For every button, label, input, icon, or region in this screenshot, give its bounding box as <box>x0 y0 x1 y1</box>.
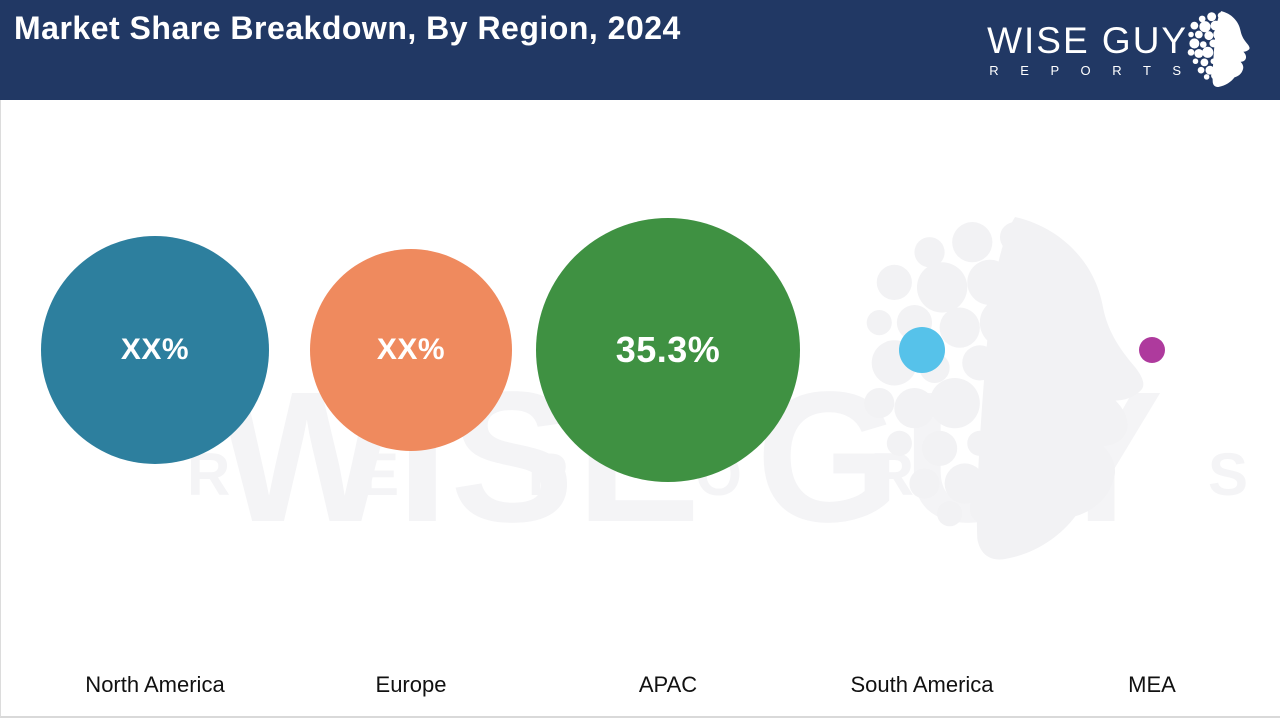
bubble-value-label: 35.3% <box>615 329 721 370</box>
brand-name: WISE GUY <box>987 20 1189 61</box>
category-label-mea: MEA <box>1128 672 1176 697</box>
bubble-value-label: XX% <box>120 333 190 366</box>
bubble-chart: WISE GUY R E P O R T S XX% XX% 35.3% Nor… <box>0 100 1280 718</box>
brand-logo-text: WISE GUY R E P O R T S <box>985 21 1190 79</box>
bubble-value-label: XX% <box>376 333 446 366</box>
category-label-apac: APAC <box>638 672 698 697</box>
header: Market Share Breakdown, By Region, 2024 … <box>0 0 1280 100</box>
bubble-north-america: XX% <box>41 236 269 464</box>
category-label-north-america: North America <box>85 672 225 697</box>
bubble-mea <box>1139 337 1165 363</box>
bubble-apac: 35.3% <box>536 218 800 482</box>
brand-logo: WISE GUY R E P O R T S <box>985 11 1256 88</box>
bubble-south-america <box>899 327 945 373</box>
brand-subname: R E P O R T S <box>989 63 1190 78</box>
category-label-south-america: South America <box>850 672 994 697</box>
dotted-head-icon <box>1187 11 1250 87</box>
page-title: Market Share Breakdown, By Region, 2024 <box>14 10 681 46</box>
category-label-europe: Europe <box>375 672 447 697</box>
watermark-dotted-head-icon <box>864 217 1144 560</box>
bubble-europe: XX% <box>310 249 512 451</box>
